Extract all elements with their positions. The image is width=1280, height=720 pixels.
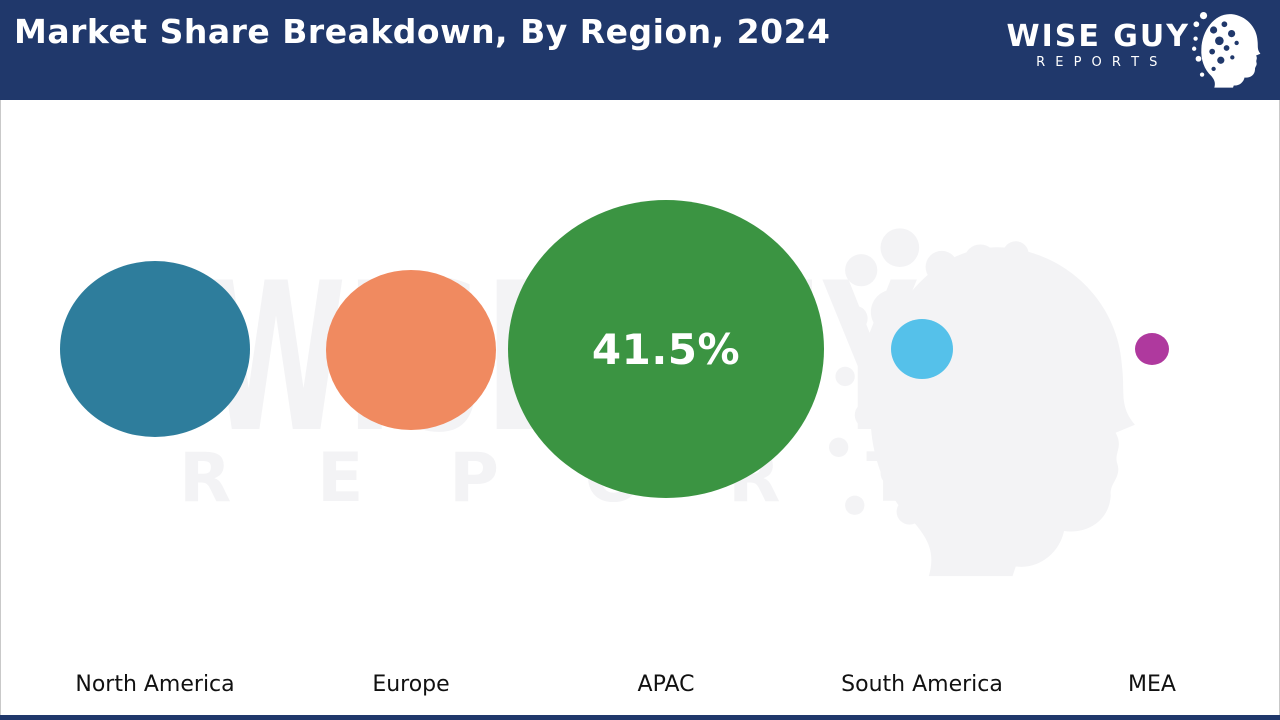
wise-guy-logo: WISE GUY R E P O R T S (1006, 8, 1264, 88)
header-bar: Market Share Breakdown, By Region, 2024 … (0, 0, 1280, 100)
chart-area: WISE GUY R E P O R T S North AmericaEuro… (0, 100, 1280, 715)
bubble-apac: 41.5% (508, 200, 824, 498)
category-label-south-america: South America (841, 672, 1003, 697)
bubble-south-america (891, 319, 953, 379)
category-label-north-america: North America (75, 672, 235, 697)
watermark-head-icon (829, 228, 1135, 577)
logo-text: WISE GUY R E P O R T S (1006, 20, 1190, 70)
footer-strip (0, 715, 1280, 720)
category-label-mea: MEA (1128, 672, 1176, 697)
bubble-mea (1135, 333, 1169, 365)
category-label-europe: Europe (372, 672, 450, 697)
bubble-europe (326, 270, 496, 430)
bubble-value-label: 41.5% (591, 324, 741, 374)
logo-subtitle: R E P O R T S (1036, 55, 1161, 70)
page-title: Market Share Breakdown, By Region, 2024 (14, 12, 831, 51)
bubble-north-america (60, 261, 250, 437)
logo-wordmark: WISE GUY (1006, 19, 1190, 54)
category-label-apac: APAC (637, 672, 695, 697)
logo-head-icon (1192, 12, 1261, 88)
